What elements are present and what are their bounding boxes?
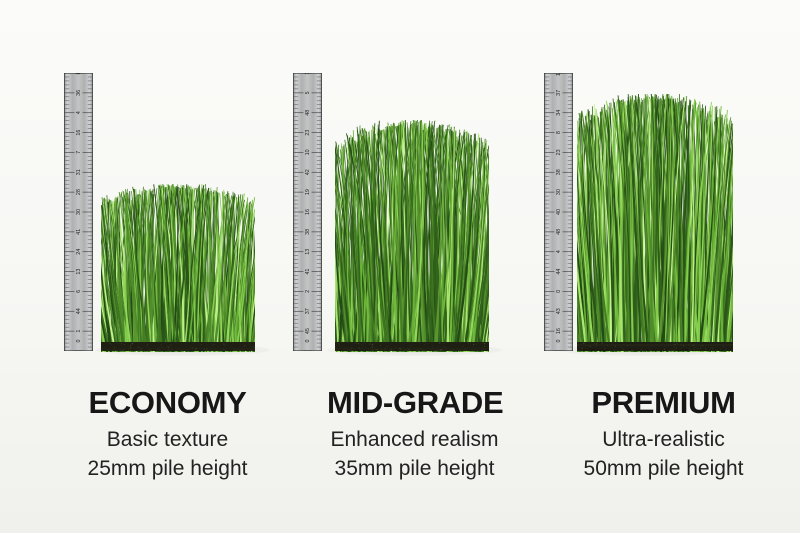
svg-text:44: 44 <box>76 308 82 314</box>
svg-text:30: 30 <box>556 189 562 195</box>
svg-text:28: 28 <box>76 189 82 195</box>
svg-text:30: 30 <box>76 209 82 215</box>
svg-text:15: 15 <box>556 73 562 76</box>
svg-text:36: 36 <box>76 90 82 96</box>
svg-text:0: 0 <box>305 340 311 343</box>
svg-text:0: 0 <box>76 340 82 343</box>
svg-text:45: 45 <box>305 328 311 334</box>
svg-text:16: 16 <box>556 328 562 334</box>
svg-text:43: 43 <box>556 308 562 314</box>
svg-text:10: 10 <box>305 149 311 155</box>
svg-text:24: 24 <box>76 249 82 255</box>
svg-text:48: 48 <box>305 110 311 116</box>
svg-text:6: 6 <box>76 290 82 293</box>
svg-text:48: 48 <box>556 229 562 235</box>
svg-text:44: 44 <box>556 269 562 275</box>
svg-text:4: 4 <box>556 250 562 253</box>
svg-text:31: 31 <box>76 169 82 175</box>
svg-text:1: 1 <box>76 330 82 333</box>
svg-text:0: 0 <box>556 290 562 293</box>
svg-text:40: 40 <box>556 209 562 215</box>
svg-text:23: 23 <box>305 130 311 136</box>
svg-text:0: 0 <box>556 340 562 343</box>
svg-text:4: 4 <box>76 111 82 114</box>
svg-text:37: 37 <box>305 308 311 314</box>
svg-text:34: 34 <box>556 110 562 116</box>
svg-text:3: 3 <box>305 73 311 75</box>
svg-text:16: 16 <box>76 130 82 136</box>
svg-text:5: 5 <box>305 91 311 94</box>
svg-text:8: 8 <box>556 131 562 134</box>
svg-text:41: 41 <box>76 229 82 235</box>
svg-text:13: 13 <box>76 269 82 275</box>
svg-text:16: 16 <box>305 209 311 215</box>
svg-text:7: 7 <box>76 151 82 154</box>
svg-text:2: 2 <box>305 290 311 293</box>
svg-text:42: 42 <box>305 169 311 175</box>
svg-text:41: 41 <box>305 269 311 275</box>
svg-text:19: 19 <box>305 189 311 195</box>
svg-text:38: 38 <box>305 229 311 235</box>
svg-text:37: 37 <box>556 90 562 96</box>
svg-text:8: 8 <box>76 73 82 75</box>
svg-text:13: 13 <box>305 249 311 255</box>
svg-text:38: 38 <box>556 169 562 175</box>
svg-text:23: 23 <box>556 149 562 155</box>
